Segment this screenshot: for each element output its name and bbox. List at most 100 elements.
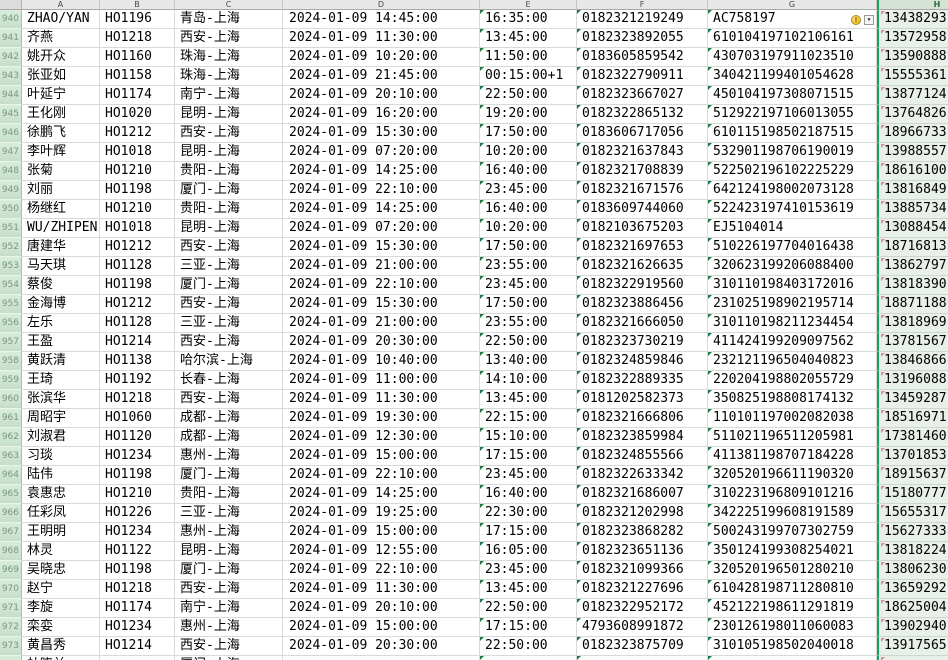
- cell-ticket-number[interactable]: 0182322633342: [577, 466, 708, 485]
- cell-id-number[interactable]: 642124198002073128: [708, 181, 877, 200]
- cell-arrival-time[interactable]: 23:45:00: [480, 466, 577, 485]
- select-all-corner[interactable]: [0, 0, 22, 10]
- cell-passenger-name[interactable]: 王明明: [22, 523, 100, 542]
- cell-flight-number[interactable]: HO1198: [100, 466, 175, 485]
- row-header[interactable]: 958: [0, 352, 22, 371]
- cell-departure-datetime[interactable]: 2024-01-09 15:30:00: [283, 124, 480, 143]
- cell-ticket-number[interactable]: 0182323886456: [577, 295, 708, 314]
- cell-ticket-number[interactable]: 0182321671576: [577, 181, 708, 200]
- cell-arrival-time[interactable]: 17:15:00: [480, 523, 577, 542]
- cell-arrival-time[interactable]: 17:50:00: [480, 295, 577, 314]
- row-header[interactable]: 949: [0, 181, 22, 200]
- cell-id-number[interactable]: 310105198502040018: [708, 637, 877, 656]
- cell-phone-number[interactable]: 18625004: [877, 599, 948, 618]
- cell-route[interactable]: 西安-上海: [175, 29, 283, 48]
- cell-arrival-time[interactable]: 00:15:00+1: [480, 67, 577, 86]
- row-header[interactable]: 968: [0, 542, 22, 561]
- cell-id-number[interactable]: 610115198502187515: [708, 124, 877, 143]
- cell-flight-number[interactable]: HO1018: [100, 219, 175, 238]
- cell-route[interactable]: 西安-上海: [175, 238, 283, 257]
- cell-id-number[interactable]: 522502196102225229: [708, 162, 877, 181]
- cell-flight-number[interactable]: HO1218: [100, 580, 175, 599]
- cell-passenger-name[interactable]: 张滨华: [22, 390, 100, 409]
- cell-route[interactable]: 西安-上海: [175, 124, 283, 143]
- cell-passenger-name[interactable]: 李叶辉: [22, 143, 100, 162]
- column-header-b[interactable]: B: [100, 0, 175, 10]
- cell-arrival-time[interactable]: 10:20:00: [480, 219, 577, 238]
- row-header[interactable]: 972: [0, 618, 22, 637]
- cell-departure-datetime[interactable]: [283, 656, 480, 660]
- cell-id-number[interactable]: 310110198211234454: [708, 314, 877, 333]
- cell-passenger-name[interactable]: 王化刚: [22, 105, 100, 124]
- cell-route[interactable]: 昆明-上海: [175, 105, 283, 124]
- cell-ticket-number[interactable]: 0182324859846: [577, 352, 708, 371]
- cell-arrival-time[interactable]: 23:45:00: [480, 181, 577, 200]
- cell-ticket-number[interactable]: 0182321708839: [577, 162, 708, 181]
- cell-passenger-name[interactable]: 徐鹏飞: [22, 124, 100, 143]
- cell-arrival-time[interactable]: 15:10:00: [480, 428, 577, 447]
- cell-departure-datetime[interactable]: 2024-01-09 11:30:00: [283, 29, 480, 48]
- cell-departure-datetime[interactable]: 2024-01-09 19:30:00: [283, 409, 480, 428]
- column-header-e[interactable]: E: [480, 0, 577, 10]
- cell-ticket-number[interactable]: 0182323859984: [577, 428, 708, 447]
- cell-route[interactable]: 长春-上海: [175, 371, 283, 390]
- cell-arrival-time[interactable]: 17:50:00: [480, 238, 577, 257]
- cell-arrival-time[interactable]: 16:40:00: [480, 162, 577, 181]
- column-header-h[interactable]: H: [877, 0, 948, 10]
- cell-id-number[interactable]: 350825198808174132: [708, 390, 877, 409]
- cell-route[interactable]: 南宁-上海: [175, 599, 283, 618]
- error-warning-icon[interactable]: !: [851, 14, 861, 25]
- cell-departure-datetime[interactable]: 2024-01-09 15:30:00: [283, 295, 480, 314]
- cell-phone-number[interactable]: 13917565: [877, 637, 948, 656]
- cell-arrival-time[interactable]: 17:15:00: [480, 618, 577, 637]
- cell-departure-datetime[interactable]: 2024-01-09 20:10:00: [283, 599, 480, 618]
- cell-passenger-name[interactable]: 王盈: [22, 333, 100, 352]
- cell-id-number[interactable]: 231025198902195714: [708, 295, 877, 314]
- cell-arrival-time[interactable]: 22:50:00: [480, 637, 577, 656]
- cell-arrival-time[interactable]: 13:40:00: [480, 352, 577, 371]
- cell-route[interactable]: 惠州-上海: [175, 447, 283, 466]
- cell-arrival-time[interactable]: 13:45:00: [480, 580, 577, 599]
- cell-arrival-time[interactable]: 23:55:00: [480, 257, 577, 276]
- cell-arrival-time[interactable]: 16:40:00: [480, 485, 577, 504]
- row-header[interactable]: 959: [0, 371, 22, 390]
- cell-passenger-name[interactable]: 黄昌秀: [22, 637, 100, 656]
- cell-ticket-number[interactable]: 0182322952172: [577, 599, 708, 618]
- cell-ticket-number[interactable]: 0182321219249: [577, 10, 708, 29]
- cell-route[interactable]: 厦门-上海: [175, 656, 283, 660]
- cell-route[interactable]: 三亚-上海: [175, 504, 283, 523]
- cell-phone-number[interactable]: 18716813: [877, 238, 948, 257]
- cell-id-number[interactable]: 452122198611291819: [708, 599, 877, 618]
- cell-passenger-name[interactable]: 姚开众: [22, 48, 100, 67]
- cell-passenger-name[interactable]: 蔡俊: [22, 276, 100, 295]
- row-header[interactable]: 970: [0, 580, 22, 599]
- row-header[interactable]: 960: [0, 390, 22, 409]
- cell-flight-number[interactable]: HO1218: [100, 390, 175, 409]
- cell-passenger-name[interactable]: 左乐: [22, 314, 100, 333]
- cell-departure-datetime[interactable]: 2024-01-09 22:10:00: [283, 276, 480, 295]
- cell-departure-datetime[interactable]: 2024-01-09 14:45:00: [283, 10, 480, 29]
- cell-phone-number[interactable]: 15555361: [877, 67, 948, 86]
- cell-route[interactable]: 青岛-上海: [175, 10, 283, 29]
- cell-id-number[interactable]: 411381198707184228: [708, 447, 877, 466]
- cell-route[interactable]: 珠海-上海: [175, 48, 283, 67]
- row-header[interactable]: 941: [0, 29, 22, 48]
- cell-passenger-name[interactable]: 杨继红: [22, 200, 100, 219]
- cell-ticket-number[interactable]: 0182324855566: [577, 447, 708, 466]
- cell-flight-number[interactable]: HO1212: [100, 238, 175, 257]
- cell-passenger-name[interactable]: 刘丽: [22, 181, 100, 200]
- cell-id-number[interactable]: 310223196809101216: [708, 485, 877, 504]
- cell-departure-datetime[interactable]: 2024-01-09 22:10:00: [283, 181, 480, 200]
- cell-id-number[interactable]: 342225199608191589: [708, 504, 877, 523]
- cell-flight-number[interactable]: HO1122: [100, 542, 175, 561]
- row-header[interactable]: 964: [0, 466, 22, 485]
- cell-flight-number[interactable]: HO1198: [100, 276, 175, 295]
- cell-phone-number[interactable]: 13818224: [877, 542, 948, 561]
- cell-flight-number[interactable]: HO1210: [100, 200, 175, 219]
- cell-route[interactable]: 昆明-上海: [175, 219, 283, 238]
- row-header[interactable]: 957: [0, 333, 22, 352]
- cell-departure-datetime[interactable]: 2024-01-09 15:00:00: [283, 447, 480, 466]
- cell-ticket-number[interactable]: 0182323730219: [577, 333, 708, 352]
- row-header[interactable]: 946: [0, 124, 22, 143]
- cell-id-number[interactable]: 340421199401054628: [708, 67, 877, 86]
